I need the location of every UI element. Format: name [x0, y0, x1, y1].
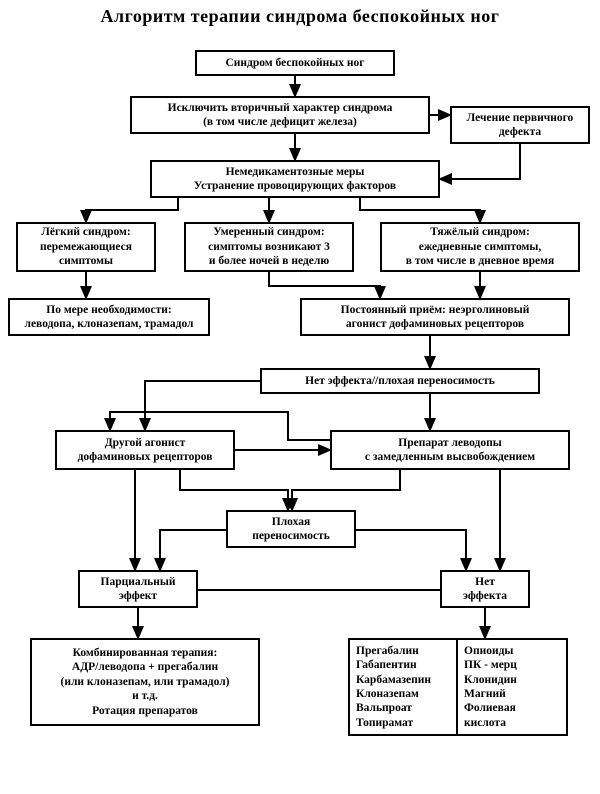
node-levodopa: Препарат леводопыс замедленным высвобожд… — [330, 430, 570, 470]
node-combo: Комбинированная терапия:АДР/леводопа + п… — [30, 638, 260, 726]
node-mild: Лёгкий синдром:перемежающиесясимптомы — [16, 222, 156, 272]
node-asneeded: По мере необходимости:леводопа, клоназеп… — [8, 298, 210, 336]
node-other-agonist: Другой агонистдофаминовых рецепторов — [55, 430, 235, 470]
node-syndrome: Синдром беспокойных ног — [195, 50, 395, 76]
node-drugs-b: ОпиоидыПК - мерцКлонидинМагнийФолиеваяки… — [458, 638, 568, 736]
node-severe: Тяжёлый синдром:ежедневные симптомы,в то… — [380, 222, 580, 272]
node-noeffect2: Нетэффекта — [440, 570, 530, 608]
node-agonist: Постоянный приём: неэрголиновыйагонист д… — [300, 298, 570, 336]
node-nonmed: Немедикаментозные мерыУстранение провоци… — [150, 160, 440, 198]
node-partial: Парциальныйэффект — [78, 570, 198, 608]
node-moderate: Умеренный синдром:симптомы возникают 3и … — [184, 222, 354, 272]
node-poor-tol: Плохаяпереносимость — [226, 510, 356, 548]
page-title: Алгоритм терапии синдрома беспокойных но… — [0, 6, 600, 27]
node-drugs-a: ПрегабалинГабапентинКарбамазепинКлоназеп… — [348, 638, 458, 736]
node-primary-defect: Лечение первичногодефекта — [450, 106, 590, 144]
node-noeffect1: Нет эффекта//плохая переносимость — [260, 368, 540, 394]
node-exclude: Исключить вторичный характер синдрома(в … — [130, 96, 430, 134]
